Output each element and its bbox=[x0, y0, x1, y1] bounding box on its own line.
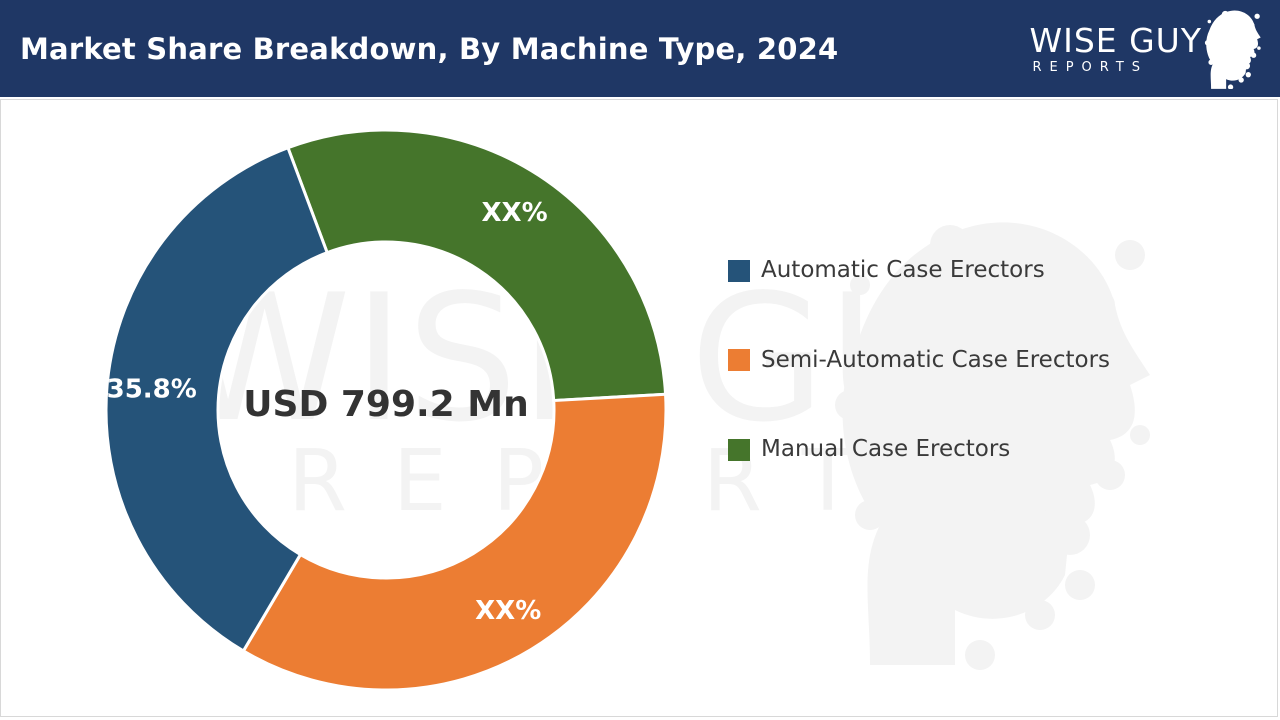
logo-reports-text: REPORTS bbox=[1032, 59, 1149, 75]
legend-swatch-manual-case-erectors bbox=[728, 438, 750, 461]
wise-guy-reports-logo: WISE GUY REPORTS bbox=[1029, 9, 1266, 89]
legend-label-automatic-case-erectors: Automatic Case Erectors bbox=[761, 257, 1045, 283]
logo-wordmark: WISE GUY bbox=[1029, 20, 1202, 60]
legend-label-manual-case-erectors: Manual Case Erectors bbox=[761, 436, 1011, 463]
legend-item-automatic-case-erectors: Automatic Case Erectors bbox=[728, 257, 1110, 285]
logo-face-icon bbox=[1204, 9, 1261, 89]
donut-center-value: USD 799.2 Mn bbox=[243, 384, 529, 425]
header-bar: Market Share Breakdown, By Machine Type,… bbox=[0, 0, 1280, 97]
legend-label-semi-automatic-case-erectors: Semi-Automatic Case Erectors bbox=[761, 346, 1111, 373]
page-title: Market Share Breakdown, By Machine Type,… bbox=[20, 31, 839, 66]
legend-item-semi-automatic-case-erectors: Semi-Automatic Case Erectors bbox=[728, 347, 1110, 375]
chart-legend: Automatic Case Erectors Semi-Automatic Ca… bbox=[728, 257, 1110, 464]
logo-text: WISE GUY REPORTS bbox=[1029, 24, 1202, 74]
legend-item-manual-case-erectors: Manual Case Erectors bbox=[728, 436, 1110, 464]
legend-swatch-automatic-case-erectors bbox=[728, 259, 750, 282]
legend-swatch-semi-automatic-case-erectors bbox=[728, 349, 750, 372]
